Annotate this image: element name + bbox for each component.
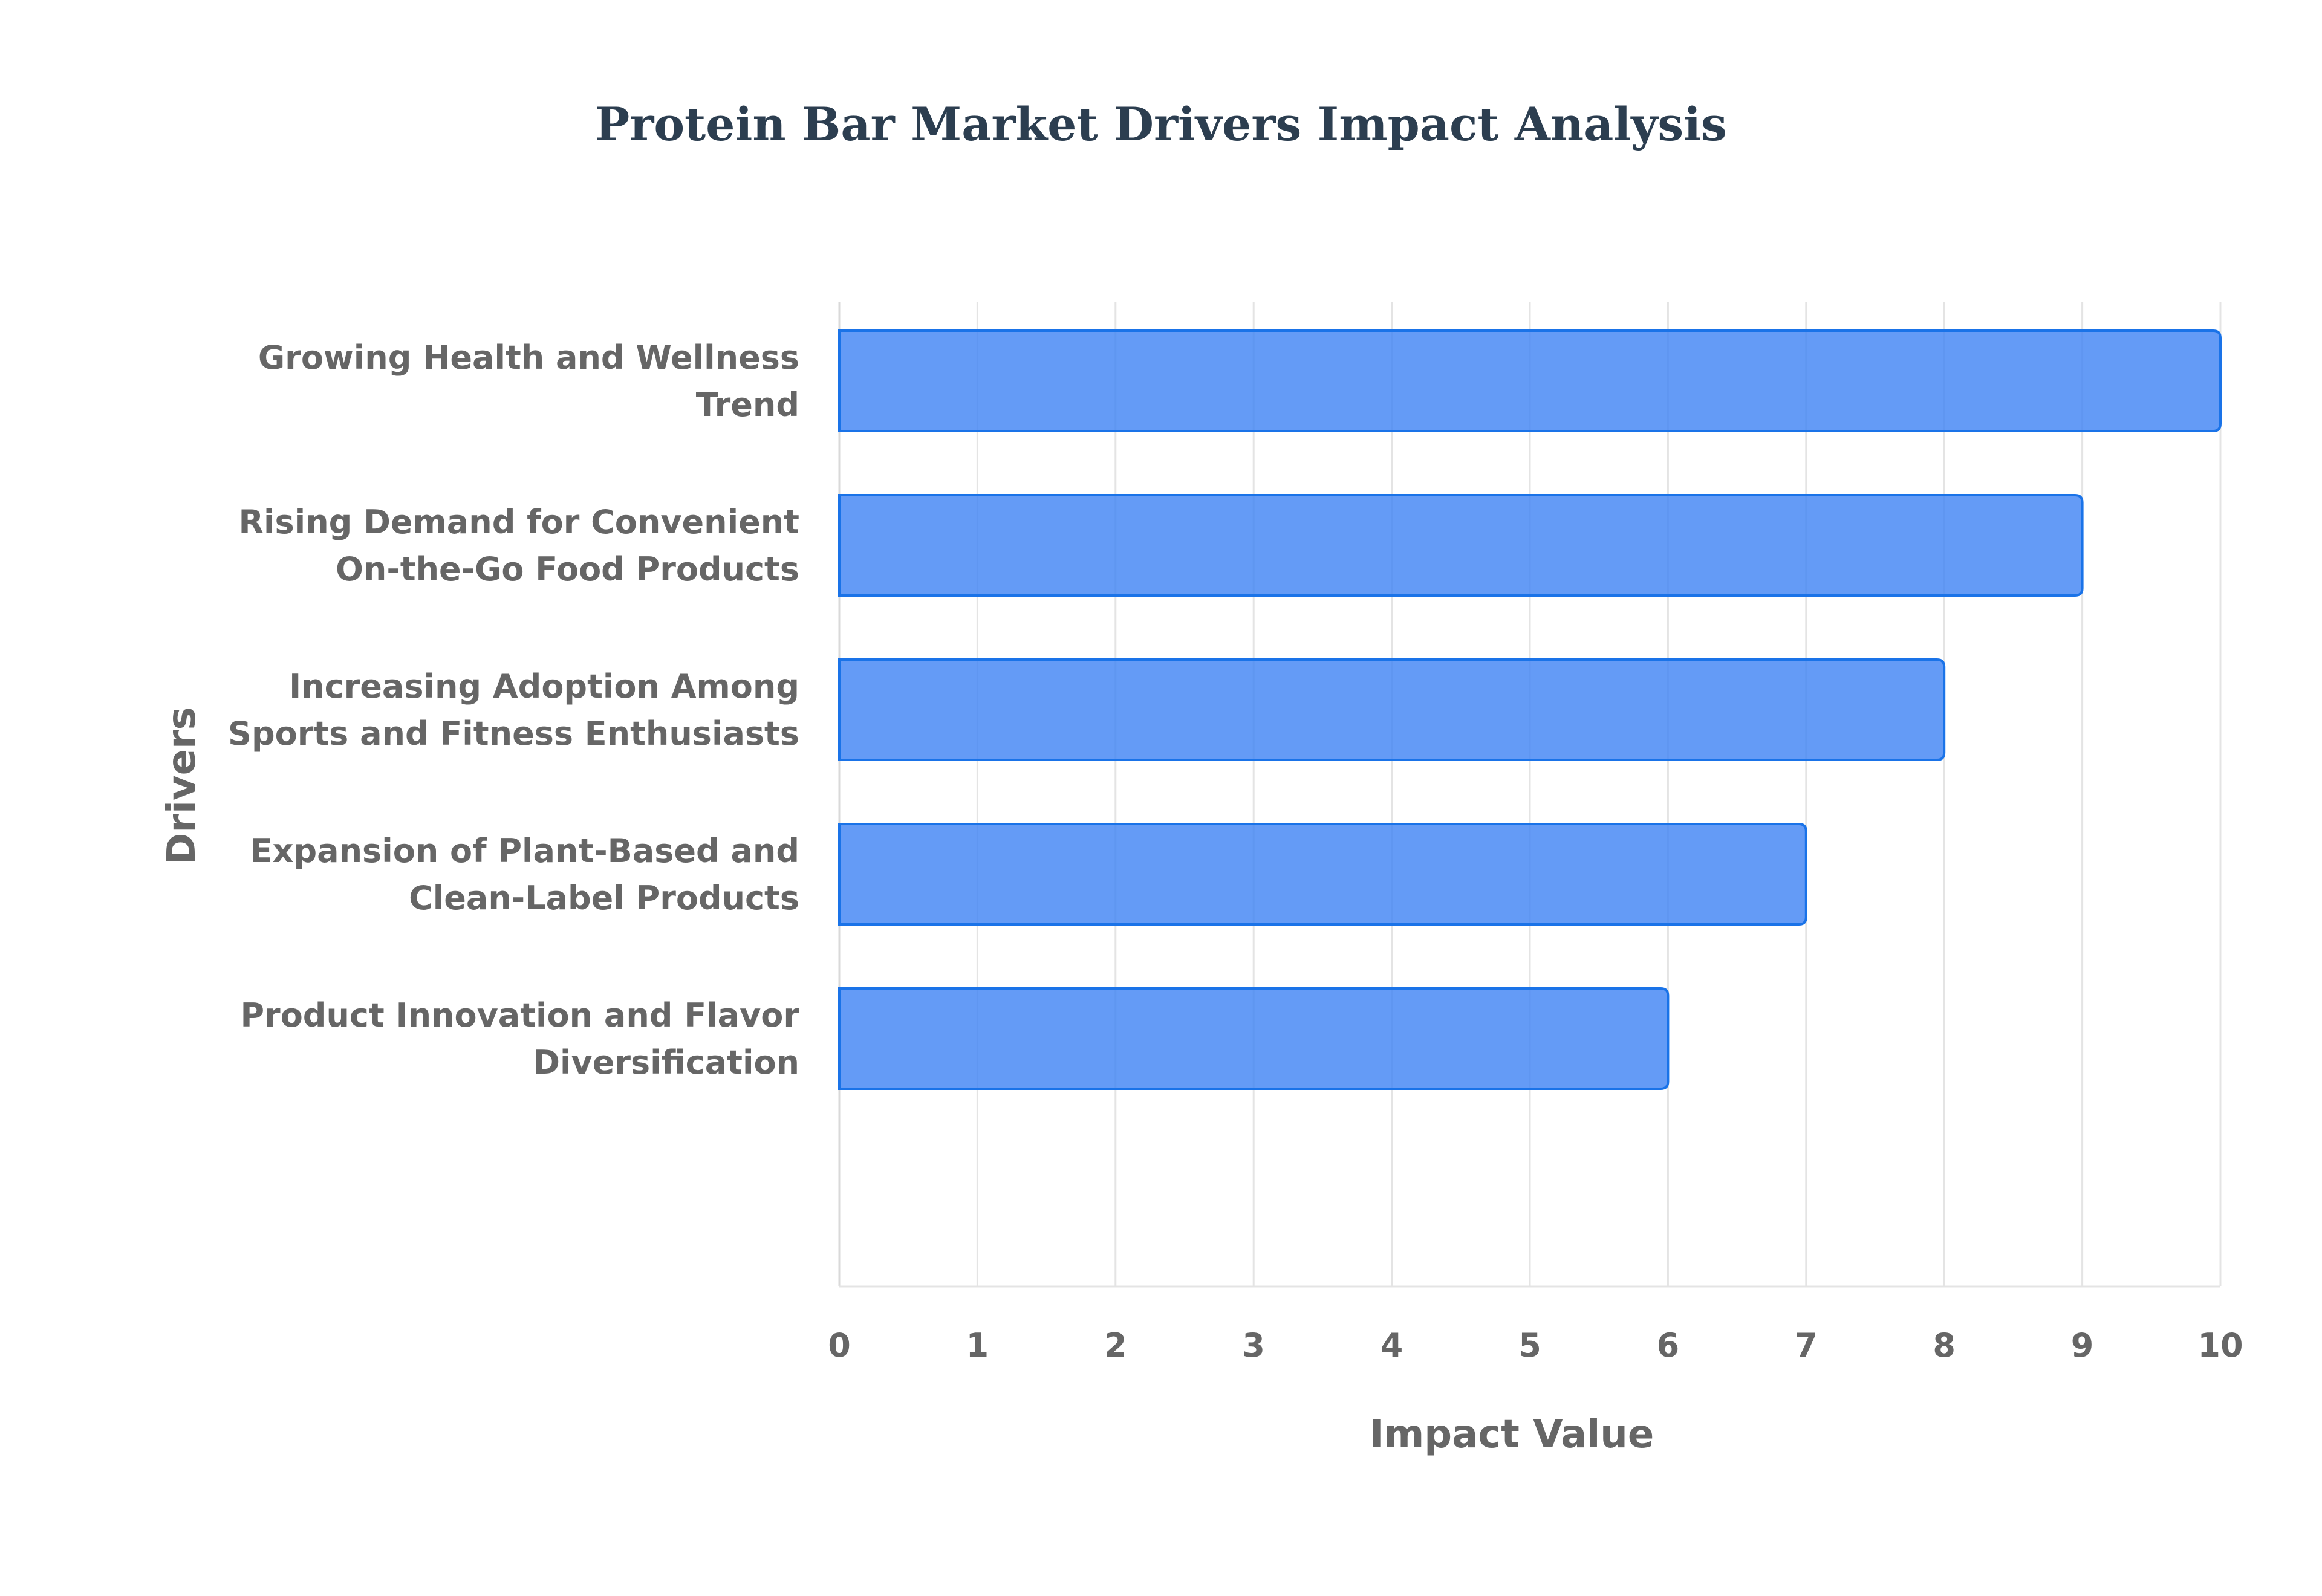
- x-tick-label: 10: [2197, 1326, 2243, 1364]
- y-category-label: Increasing Adoption Among Sports and Fitn…: [228, 667, 799, 753]
- y-category-label: Rising Demand for Convenient On-the-Go Fo…: [238, 503, 799, 588]
- y-axis-title: Drivers: [160, 707, 204, 864]
- bar-layer: [838, 329, 2222, 1090]
- y-category-label: Expansion of Plant-Based and Clean-Label …: [250, 832, 799, 917]
- x-tick-labels: 0 1 2 3 4 5 6 7 8 9 10: [828, 1326, 2243, 1364]
- bar[interactable]: [838, 658, 1946, 761]
- y-category-label: Product Innovation and Flavor Diversifica…: [240, 996, 799, 1082]
- x-tick-label: 7: [1795, 1326, 1818, 1364]
- x-tick-label: 4: [1381, 1326, 1403, 1364]
- bar[interactable]: [838, 494, 2084, 597]
- x-tick-label: 8: [1933, 1326, 1956, 1364]
- x-tick-label: 2: [1104, 1326, 1127, 1364]
- grid-layer: [838, 302, 2222, 1288]
- x-tick-label: 9: [2071, 1326, 2094, 1364]
- x-tick-label: 3: [1242, 1326, 1265, 1364]
- bar[interactable]: [838, 823, 1807, 926]
- x-tick-label: 5: [1518, 1326, 1541, 1364]
- x-tick-label: 0: [828, 1326, 851, 1364]
- x-axis-title: Impact Value: [1370, 1412, 1654, 1457]
- category-labels: Growing Health and Wellness Trend Rising D…: [228, 339, 799, 1082]
- bar[interactable]: [838, 329, 2222, 432]
- bar[interactable]: [838, 987, 1670, 1090]
- chart-title: Protein Bar Market Drivers Impact Analys…: [595, 97, 1727, 151]
- x-tick-label: 6: [1657, 1326, 1680, 1364]
- y-category-label: Growing Health and Wellness Trend: [258, 339, 799, 424]
- x-tick-label: 1: [966, 1326, 989, 1364]
